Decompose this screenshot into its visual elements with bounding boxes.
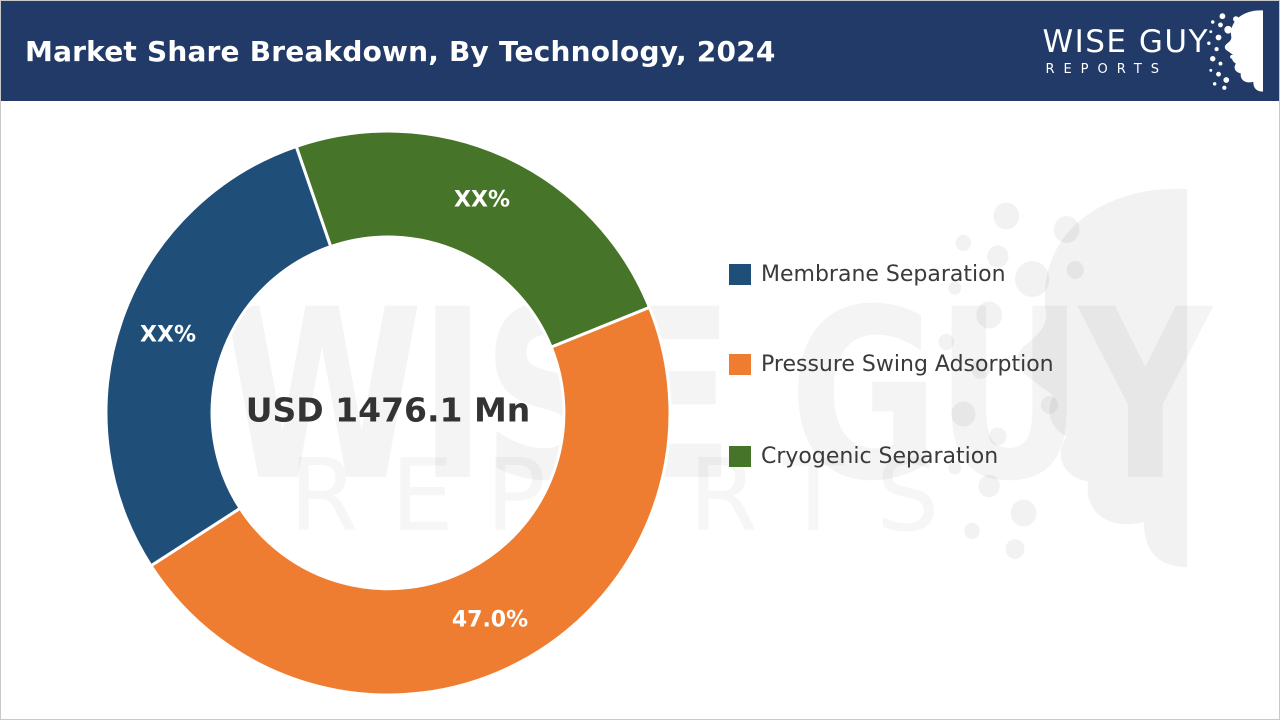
slice-label-cryogenic: XX% (454, 187, 510, 213)
slice-label-membrane: XX% (140, 322, 196, 348)
header-bar: Market Share Breakdown, By Technology, 2… (1, 1, 1279, 101)
logo-subtext: REPORTS (1045, 61, 1169, 77)
brand-logo: WISE GUY REPORTS (1042, 10, 1263, 92)
slice-label-pressure-swing: 47.0% (451, 607, 529, 633)
legend-swatch-blue (729, 264, 751, 285)
legend-item-pressure-swing-adsorption: Pressure Swing Adsorption (729, 352, 1054, 377)
slice-membrane-separation (104, 144, 333, 568)
legend-item-membrane-separation: Membrane Separation (729, 262, 1006, 287)
legend-label: Membrane Separation (761, 262, 1006, 287)
legend-item-cryogenic-separation: Cryogenic Separation (729, 444, 998, 469)
slice-cryogenic-separation (294, 129, 651, 349)
chart-center-value: USD 1476.1 Mn (245, 390, 531, 430)
logo-face-icon (1207, 10, 1263, 92)
legend-label: Pressure Swing Adsorption (761, 352, 1054, 377)
logo-wordmark: WISE GUY (1042, 23, 1209, 60)
legend-swatch-green (729, 446, 751, 467)
legend-swatch-orange (729, 354, 751, 375)
slice-pressure-swing-adsorption (149, 305, 672, 697)
legend-label: Cryogenic Separation (761, 444, 999, 469)
page-title: Market Share Breakdown, By Technology, 2… (25, 34, 776, 68)
